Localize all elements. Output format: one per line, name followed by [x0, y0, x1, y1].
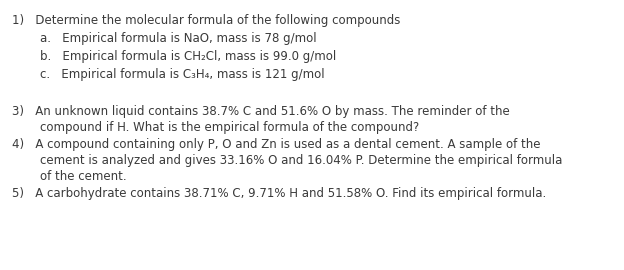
- Text: of the cement.: of the cement.: [40, 170, 127, 183]
- Text: b.   Empirical formula is CH₂Cl, mass is 99.0 g/mol: b. Empirical formula is CH₂Cl, mass is 9…: [40, 50, 336, 63]
- Text: 1)   Determine the molecular formula of the following compounds: 1) Determine the molecular formula of th…: [12, 14, 401, 27]
- Text: 5)   A carbohydrate contains 38.71% C, 9.71% H and 51.58% O. Find its empirical : 5) A carbohydrate contains 38.71% C, 9.7…: [12, 187, 546, 200]
- Text: 4)   A compound containing only P, O and Zn is used as a dental cement. A sample: 4) A compound containing only P, O and Z…: [12, 138, 540, 151]
- Text: 3)   An unknown liquid contains 38.7% C and 51.6% O by mass. The reminder of the: 3) An unknown liquid contains 38.7% C an…: [12, 105, 510, 118]
- Text: a.   Empirical formula is NaO, mass is 78 g/mol: a. Empirical formula is NaO, mass is 78 …: [40, 32, 316, 45]
- Text: compound if H. What is the empirical formula of the compound?: compound if H. What is the empirical for…: [40, 121, 419, 134]
- Text: cement is analyzed and gives 33.16% O and 16.04% P. Determine the empirical form: cement is analyzed and gives 33.16% O an…: [40, 154, 562, 167]
- Text: c.   Empirical formula is C₃H₄, mass is 121 g/mol: c. Empirical formula is C₃H₄, mass is 12…: [40, 68, 324, 81]
